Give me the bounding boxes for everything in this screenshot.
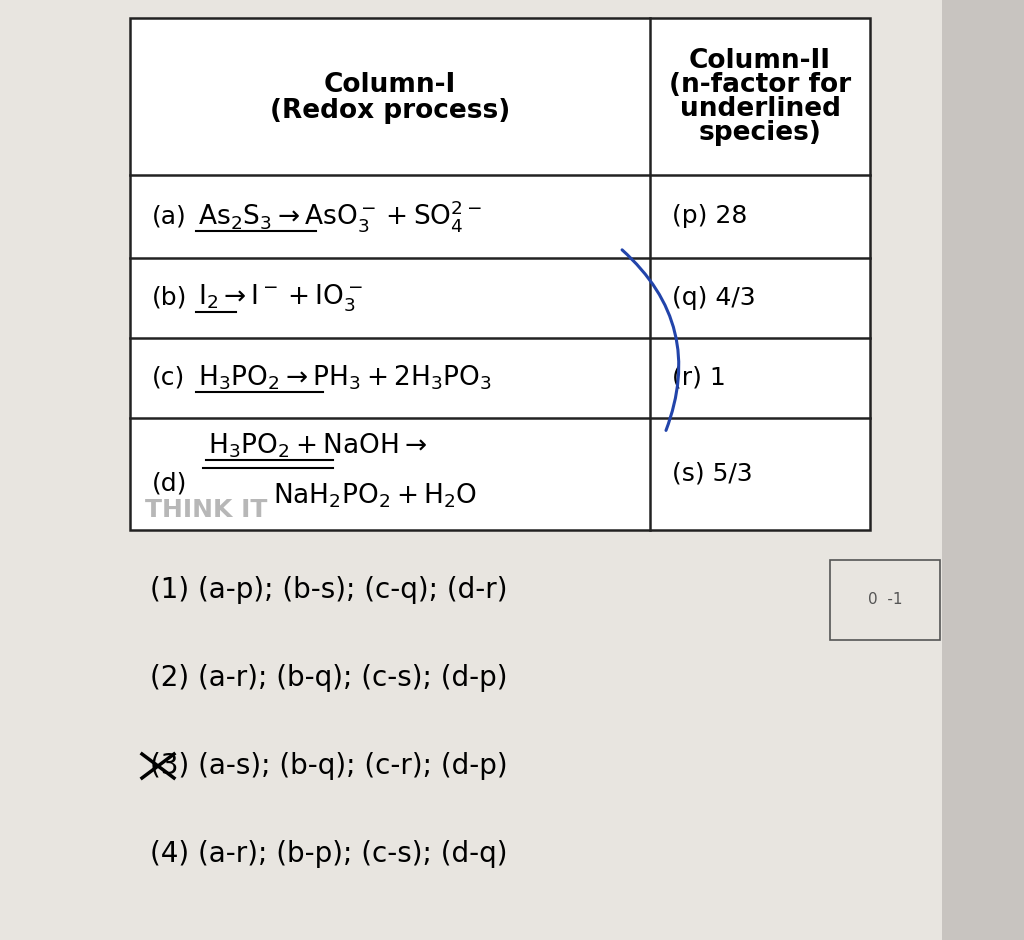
Text: $\mathrm{H_3PO_2 + NaOH \rightarrow}$: $\mathrm{H_3PO_2 + NaOH \rightarrow}$: [208, 431, 427, 461]
FancyArrowPatch shape: [622, 250, 679, 431]
Text: (s) 5/3: (s) 5/3: [672, 462, 753, 486]
Text: Column-II: Column-II: [689, 48, 831, 73]
Text: (r) 1: (r) 1: [672, 366, 726, 390]
Text: (Redox process): (Redox process): [270, 99, 510, 124]
Text: Column-I: Column-I: [324, 71, 456, 98]
Text: (d): (d): [152, 472, 187, 496]
Text: $\mathrm{As_2S_3 \rightarrow AsO_3^- + SO_4^{2-}}$: $\mathrm{As_2S_3 \rightarrow AsO_3^- + S…: [198, 198, 481, 234]
Text: (a): (a): [152, 205, 186, 228]
Text: (q) 4/3: (q) 4/3: [672, 286, 756, 310]
Text: (3) (a-s); (b-q); (c-r); (d-p): (3) (a-s); (b-q); (c-r); (d-p): [150, 752, 508, 780]
Bar: [830, 560, 940, 640]
Text: $\mathrm{NaH_2PO_2 + H_2O}$: $\mathrm{NaH_2PO_2 + H_2O}$: [273, 481, 477, 510]
Text: underlined: underlined: [680, 96, 841, 121]
Text: species): species): [698, 119, 821, 146]
Text: (n-factor for: (n-factor for: [669, 71, 851, 98]
Text: (p) 28: (p) 28: [672, 205, 748, 228]
Text: (c): (c): [152, 366, 185, 390]
Text: 0  -1: 0 -1: [867, 592, 902, 607]
Text: (2) (a-r); (b-q); (c-s); (d-p): (2) (a-r); (b-q); (c-s); (d-p): [150, 664, 508, 692]
Text: (b): (b): [152, 286, 187, 310]
Bar: [130, 18, 870, 530]
Text: $\mathrm{I_2 \rightarrow I^- + IO_3^-}$: $\mathrm{I_2 \rightarrow I^- + IO_3^-}$: [198, 282, 362, 314]
Text: THINK IT: THINK IT: [145, 498, 267, 522]
Text: $\mathrm{H_3PO_2 \rightarrow PH_3 + 2H_3PO_3}$: $\mathrm{H_3PO_2 \rightarrow PH_3 + 2H_3…: [198, 364, 492, 392]
Text: (1) (a-p); (b-s); (c-q); (d-r): (1) (a-p); (b-s); (c-q); (d-r): [150, 576, 508, 604]
Text: (4) (a-r); (b-p); (c-s); (d-q): (4) (a-r); (b-p); (c-s); (d-q): [150, 840, 508, 868]
